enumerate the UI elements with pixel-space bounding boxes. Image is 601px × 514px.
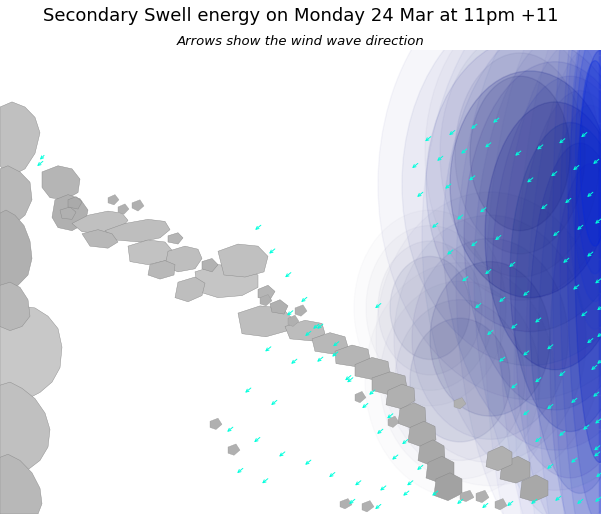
Polygon shape [0, 306, 62, 401]
Polygon shape [260, 295, 272, 306]
Text: Arrows show the wind wave direction: Arrows show the wind wave direction [177, 35, 424, 48]
Polygon shape [82, 230, 118, 248]
Ellipse shape [390, 256, 470, 359]
Polygon shape [520, 475, 548, 502]
Polygon shape [288, 315, 299, 326]
Polygon shape [68, 197, 82, 209]
Polygon shape [105, 219, 170, 242]
Polygon shape [335, 345, 370, 366]
Polygon shape [175, 277, 205, 302]
Ellipse shape [426, 37, 601, 332]
Polygon shape [165, 246, 202, 272]
Polygon shape [0, 282, 30, 331]
Polygon shape [285, 320, 325, 341]
Ellipse shape [571, 5, 601, 302]
Polygon shape [388, 416, 399, 428]
Ellipse shape [552, 0, 601, 514]
Polygon shape [270, 300, 288, 314]
Polygon shape [398, 403, 426, 429]
Polygon shape [168, 233, 183, 244]
Polygon shape [0, 210, 32, 289]
Polygon shape [355, 357, 390, 380]
Ellipse shape [560, 0, 601, 514]
Polygon shape [362, 501, 374, 512]
Ellipse shape [410, 318, 510, 442]
Polygon shape [454, 397, 466, 409]
Polygon shape [495, 499, 507, 510]
Polygon shape [386, 384, 415, 409]
Polygon shape [148, 261, 175, 279]
Ellipse shape [567, 0, 601, 514]
Ellipse shape [580, 61, 601, 246]
Ellipse shape [567, 0, 601, 329]
Polygon shape [0, 382, 50, 475]
Polygon shape [0, 454, 42, 514]
Polygon shape [0, 102, 40, 174]
Ellipse shape [430, 262, 550, 416]
Polygon shape [195, 265, 258, 298]
Ellipse shape [510, 122, 601, 432]
Polygon shape [500, 456, 530, 483]
Polygon shape [72, 211, 128, 234]
Polygon shape [434, 473, 462, 501]
Polygon shape [42, 166, 80, 200]
Ellipse shape [492, 76, 601, 478]
Text: Secondary Swell energy on Monday 24 Mar at 11pm +11: Secondary Swell energy on Monday 24 Mar … [43, 7, 558, 25]
Ellipse shape [450, 71, 601, 298]
Polygon shape [460, 490, 474, 502]
Polygon shape [476, 490, 489, 503]
Polygon shape [210, 418, 222, 430]
Polygon shape [202, 259, 218, 272]
Ellipse shape [575, 50, 601, 463]
Ellipse shape [464, 62, 601, 410]
Polygon shape [418, 440, 445, 466]
Polygon shape [218, 244, 268, 277]
Ellipse shape [485, 102, 601, 370]
Polygon shape [132, 200, 144, 211]
Ellipse shape [550, 163, 601, 514]
Polygon shape [426, 456, 454, 483]
Polygon shape [52, 195, 88, 231]
Polygon shape [340, 499, 352, 509]
Polygon shape [128, 240, 172, 265]
Polygon shape [408, 421, 436, 447]
Ellipse shape [470, 76, 570, 231]
Polygon shape [372, 372, 407, 395]
Ellipse shape [576, 33, 601, 274]
Polygon shape [355, 391, 366, 403]
Polygon shape [486, 446, 512, 471]
Polygon shape [238, 306, 292, 337]
Polygon shape [108, 195, 119, 205]
Polygon shape [228, 444, 240, 455]
Polygon shape [0, 166, 32, 224]
Polygon shape [295, 305, 307, 316]
Polygon shape [118, 204, 129, 214]
Ellipse shape [530, 143, 601, 493]
Polygon shape [312, 333, 348, 354]
Polygon shape [60, 207, 76, 219]
Polygon shape [258, 285, 275, 300]
